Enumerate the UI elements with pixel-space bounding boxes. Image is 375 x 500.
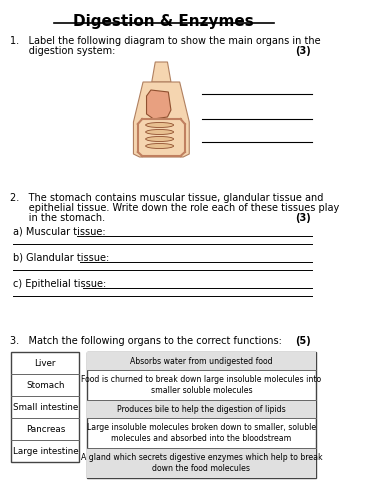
Text: c) Epithelial tissue:: c) Epithelial tissue: — [13, 279, 110, 289]
Text: digestion system:: digestion system: — [10, 46, 116, 56]
Text: 2.   The stomach contains muscular tissue, glandular tissue and: 2. The stomach contains muscular tissue,… — [10, 193, 324, 203]
Bar — [87, 352, 316, 478]
Text: Liver: Liver — [34, 358, 56, 368]
Bar — [87, 448, 316, 478]
Text: (5): (5) — [295, 336, 310, 346]
Text: Food is churned to break down large insoluble molecules into
smaller soluble mol: Food is churned to break down large inso… — [81, 376, 321, 394]
Text: a) Muscular tissue:: a) Muscular tissue: — [13, 227, 109, 237]
Text: Small intestine: Small intestine — [13, 402, 78, 411]
Text: in the stomach.: in the stomach. — [10, 213, 106, 223]
Text: A gland which secrets digestive enzymes which help to break
down the food molecu: A gland which secrets digestive enzymes … — [81, 454, 322, 472]
Bar — [87, 352, 316, 370]
Text: 1.   Label the following diagram to show the main organs in the: 1. Label the following diagram to show t… — [10, 36, 321, 46]
Text: (3): (3) — [295, 213, 310, 223]
Polygon shape — [152, 62, 171, 82]
Text: Absorbs water from undigested food: Absorbs water from undigested food — [130, 356, 273, 366]
Text: b) Glandular tissue:: b) Glandular tissue: — [13, 253, 112, 263]
Text: Pancreas: Pancreas — [26, 424, 65, 434]
Polygon shape — [147, 90, 171, 119]
Text: Produces bile to help the digestion of lipids: Produces bile to help the digestion of l… — [117, 404, 286, 413]
Text: Digestion & Enzymes: Digestion & Enzymes — [73, 14, 254, 29]
Polygon shape — [134, 82, 189, 157]
Text: Stomach: Stomach — [26, 380, 64, 390]
Text: Large intestine: Large intestine — [12, 446, 78, 456]
Ellipse shape — [146, 130, 174, 134]
Text: epithelial tissue. Write down the role each of these tissues play: epithelial tissue. Write down the role e… — [10, 203, 340, 213]
Bar — [11, 352, 80, 462]
Text: Large insoluble molecules broken down to smaller, soluble
molecules and absorbed: Large insoluble molecules broken down to… — [87, 424, 316, 442]
Text: (3): (3) — [295, 46, 310, 56]
Ellipse shape — [146, 122, 174, 128]
Ellipse shape — [146, 144, 174, 148]
Ellipse shape — [146, 136, 174, 141]
Bar — [87, 400, 316, 418]
Text: 3.   Match the following organs to the correct functions:: 3. Match the following organs to the cor… — [10, 336, 282, 346]
